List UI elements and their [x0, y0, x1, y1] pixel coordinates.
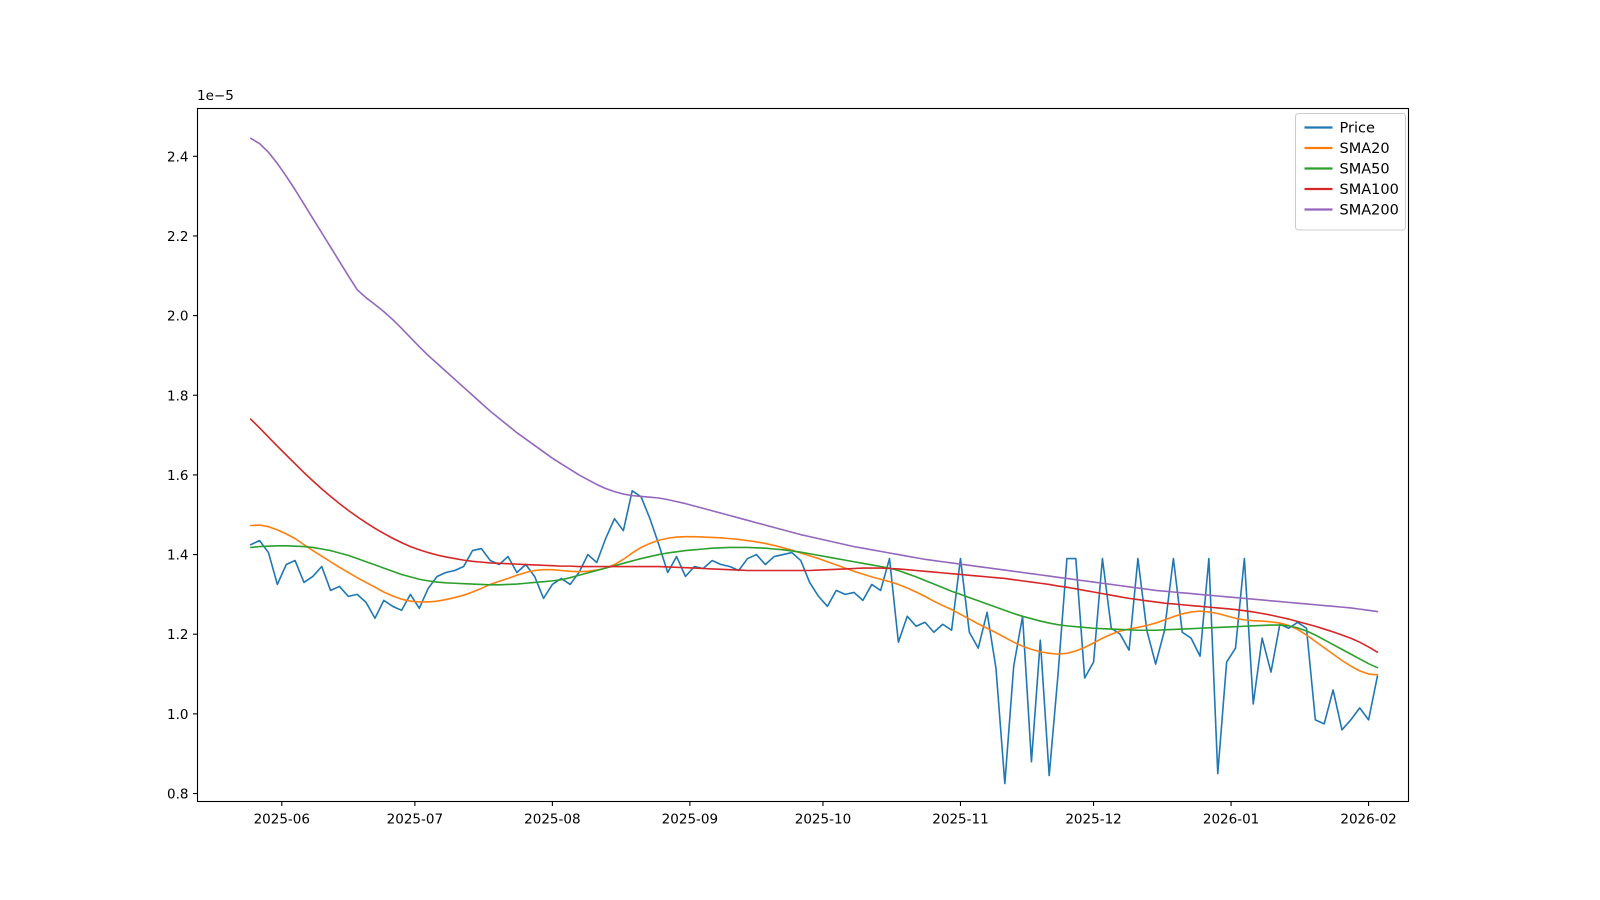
- y-tick-label: 1.2: [167, 627, 188, 643]
- chart-legend[interactable]: Price SMA20 SMA50 SMA100 SMA200: [1295, 113, 1406, 231]
- x-tick-label: 2025-10: [795, 812, 851, 828]
- legend-label-price[interactable]: Price: [1340, 121, 1375, 137]
- x-axis-ticks: 2025-06 2025-07 2025-08 2025-09 2025-10 2025-…: [254, 801, 1397, 828]
- data-series-group: [249, 137, 1379, 785]
- y-tick-label: 1.6: [167, 468, 188, 484]
- series-line-sma50: [249, 545, 1379, 669]
- x-tick-label: 2026-02: [1340, 812, 1396, 828]
- y-tick-label: 1.8: [167, 388, 188, 404]
- y-axis-offset-label: 1e−5: [197, 88, 234, 104]
- x-tick-label: 2026-01: [1203, 812, 1259, 828]
- y-tick-label: 0.8: [167, 787, 188, 803]
- x-tick-label: 2025-11: [932, 812, 988, 828]
- legend-background: [1295, 113, 1406, 231]
- x-tick-label: 2025-06: [254, 812, 310, 828]
- y-tick-label: 2.2: [167, 229, 188, 245]
- legend-label-sma100[interactable]: SMA100: [1340, 182, 1399, 198]
- series-line-sma200: [249, 137, 1379, 613]
- y-axis-ticks: 0.8 1.0 1.2 1.4 1.6 1.8 2.0 2.2 2.4: [167, 149, 198, 803]
- series-line-sma100: [249, 418, 1379, 653]
- y-tick-label: 1.0: [167, 707, 188, 723]
- x-tick-label: 2025-09: [662, 812, 718, 828]
- y-tick-label: 1.4: [167, 548, 188, 564]
- legend-label-sma50[interactable]: SMA50: [1340, 162, 1390, 178]
- axes-frame: [196, 107, 1410, 803]
- y-tick-label: 2.0: [167, 309, 188, 325]
- x-tick-label: 2025-07: [387, 812, 443, 828]
- series-line-sma20: [249, 524, 1379, 676]
- legend-label-sma20[interactable]: SMA20: [1340, 141, 1390, 157]
- x-tick-label: 2025-08: [524, 812, 580, 828]
- y-tick-label: 2.4: [167, 149, 188, 165]
- x-tick-label: 2025-12: [1065, 812, 1121, 828]
- legend-label-sma200[interactable]: SMA200: [1340, 203, 1399, 219]
- series-line-price: [249, 490, 1379, 785]
